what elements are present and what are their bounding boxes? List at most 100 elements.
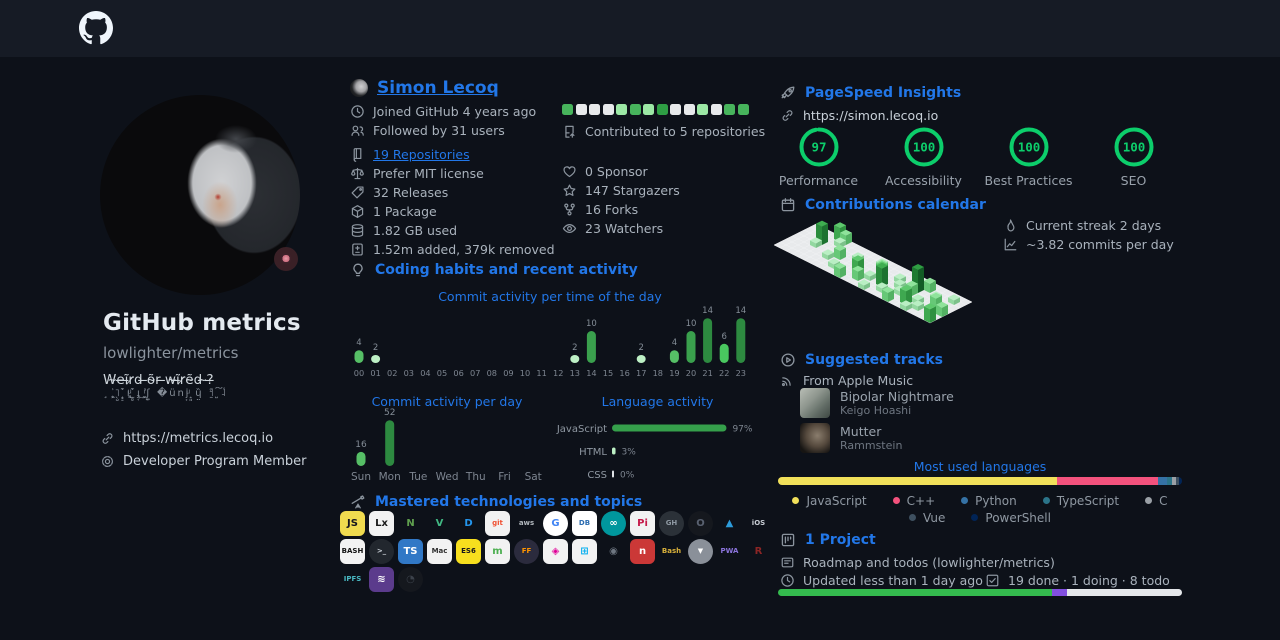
followers-label: Followed by 31 users <box>373 123 505 138</box>
project-header[interactable]: 1 Project <box>780 532 876 548</box>
tech-icon-ipfs: IPFS <box>340 567 365 592</box>
legend-dot-icon <box>1145 497 1153 504</box>
language-segment <box>1176 477 1180 485</box>
svg-text:07: 07 <box>470 368 480 378</box>
svg-text:4: 4 <box>672 338 677 348</box>
community-stats: 0 Sponsor 147 Stargazers 16 Forks 23 Wat… <box>562 162 680 238</box>
language-segment <box>1179 477 1182 485</box>
contrib-square <box>724 104 735 115</box>
tech-header[interactable]: Mastered technologies and topics <box>350 494 642 510</box>
tech-icon-label: git <box>492 519 503 527</box>
language-segment <box>1157 477 1167 485</box>
svg-text:23: 23 <box>736 368 746 378</box>
diff-icon <box>350 242 365 257</box>
svg-text:4: 4 <box>356 338 361 348</box>
svg-text:97: 97 <box>811 140 826 155</box>
diff-row: 1.52m added, 379k removed <box>350 240 555 259</box>
legend-item[interactable]: C++ <box>892 494 935 508</box>
track-item[interactable]: Bipolar Nightmare Keigo Hoashi <box>800 388 954 418</box>
project-name-label: Roadmap and todos (lowlighter/metrics) <box>803 555 1055 570</box>
svg-text:04: 04 <box>420 368 430 378</box>
user-stats: Joined GitHub 4 years ago Followed by 31… <box>350 102 536 140</box>
track-artist: Keigo Hoashi <box>840 404 912 417</box>
repo-stats: 19 Repositories Prefer MIT license 32 Re… <box>350 145 555 259</box>
svg-text:13: 13 <box>570 368 580 378</box>
legend-item[interactable]: Python <box>961 494 1017 508</box>
repositories-row: 19 Repositories <box>350 145 555 164</box>
contrib-square <box>643 104 654 115</box>
tech-icon-docker: D <box>456 511 481 536</box>
tech-icon-label: ∞ <box>609 517 618 529</box>
tech-icon-windows: ⊞ <box>572 539 597 564</box>
project-updated-row: Updated less than 1 day ago <box>780 571 983 590</box>
profile-website-link[interactable]: https://metrics.lecoq.io <box>123 431 274 446</box>
database-icon <box>350 223 365 238</box>
svg-text:16: 16 <box>355 440 367 450</box>
legend-item[interactable]: Vue <box>909 511 945 525</box>
tech-icon-terminal: >_ <box>369 539 394 564</box>
legend-item[interactable]: JavaScript <box>792 494 867 508</box>
tech-icon-electron: ◉ <box>601 539 626 564</box>
github-logo-icon[interactable] <box>79 11 113 45</box>
pagespeed-gauge: 100 Accessibility <box>871 124 976 188</box>
clock-icon <box>350 104 365 119</box>
day-chart: 16 Sun 52 Mon Tue Wed Thu Fri Sat <box>351 408 542 483</box>
avatar <box>100 95 300 295</box>
repo-icon <box>350 147 365 162</box>
project-progress-segment <box>1052 589 1067 596</box>
tech-icon-label: FF <box>521 547 532 555</box>
tech-icon-pug: ≋ <box>369 567 394 592</box>
avatar-badge-icon <box>274 247 298 271</box>
svg-text:6: 6 <box>721 332 726 342</box>
legend-item[interactable]: C <box>1145 494 1168 508</box>
tech-icon-bash: BASH <box>340 539 365 564</box>
calendar-header[interactable]: Contributions calendar <box>780 197 986 213</box>
legend-item[interactable]: PowerShell <box>971 511 1051 525</box>
tech-icon-label: ⊞ <box>580 545 589 557</box>
language-segment <box>1172 477 1177 485</box>
tech-icon-label: ▼ <box>697 547 704 555</box>
user-name-link[interactable]: Simon Lecoq <box>377 78 499 98</box>
language-segment <box>778 477 1057 485</box>
habits-header[interactable]: Coding habits and recent activity <box>350 262 638 278</box>
project-counts-label: 19 done · 1 doing · 8 todo <box>1008 573 1170 588</box>
contrib-square <box>670 104 681 115</box>
pagespeed-gauge: 100 Best Practices <box>976 124 1081 188</box>
tech-icon-google: G <box>543 511 568 536</box>
project-progress-segment <box>1066 589 1182 596</box>
album-art <box>800 423 830 453</box>
tech-icon-label: Pi <box>637 517 648 529</box>
tech-title: Mastered technologies and topics <box>375 494 643 510</box>
pagespeed-gauge-label: SEO <box>1120 173 1147 188</box>
releases-label: 32 Releases <box>373 185 449 200</box>
legend-item[interactable]: TypeScript <box>1042 493 1120 508</box>
repositories-link[interactable]: 19 Repositories <box>373 147 470 162</box>
tech-icon-label: DB <box>578 519 591 527</box>
star-icon <box>562 183 577 198</box>
project-title: 1 Project <box>805 532 876 548</box>
link-icon <box>780 108 795 123</box>
flame-icon <box>1003 218 1018 233</box>
tracks-header[interactable]: Suggested tracks <box>780 352 943 368</box>
track-title: Mutter <box>840 424 882 439</box>
sponsor-label: 0 Sponsor <box>585 164 648 179</box>
legend-label: TypeScript <box>1056 493 1120 508</box>
pagespeed-url-link[interactable]: https://simon.lecoq.io <box>803 108 939 123</box>
gear-icon <box>100 454 115 469</box>
user-header: Simon Lecoq <box>350 78 499 98</box>
svg-text:2: 2 <box>572 343 577 353</box>
tech-icon-label: IPFS <box>343 575 362 583</box>
tech-icon-label: ◔ <box>406 573 415 585</box>
stargazers-label: 147 Stargazers <box>585 183 680 198</box>
tech-icon-es6: ES6 <box>456 539 481 564</box>
tech-icon-arduino: ∞ <box>601 511 626 536</box>
contrib-square <box>616 104 627 115</box>
watchers-row: 23 Watchers <box>562 219 680 238</box>
avatar-image <box>100 95 300 295</box>
pagespeed-header[interactable]: PageSpeed Insights <box>780 85 961 101</box>
svg-text:10: 10 <box>686 319 697 329</box>
tech-icon-label: Mac <box>431 547 448 555</box>
note-icon <box>780 555 795 570</box>
track-item[interactable]: Mutter Rammstein <box>800 423 902 453</box>
contrib-square <box>697 104 708 115</box>
